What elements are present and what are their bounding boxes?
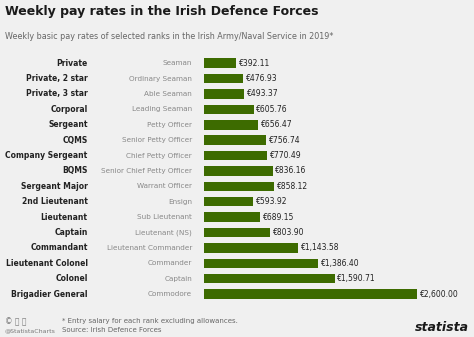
Bar [204, 274, 335, 283]
Text: Lieutenant Colonel: Lieutenant Colonel [6, 259, 88, 268]
Bar [204, 197, 253, 207]
Text: Sub Lieutenant: Sub Lieutenant [137, 214, 192, 220]
Text: €493.37: €493.37 [247, 89, 279, 98]
Text: €803.90: €803.90 [273, 228, 304, 237]
Text: €2,600.00: €2,600.00 [420, 289, 459, 299]
Text: Lieutenant (NS): Lieutenant (NS) [135, 229, 192, 236]
Text: Weekly pay rates in the Irish Defence Forces: Weekly pay rates in the Irish Defence Fo… [5, 5, 318, 18]
Bar [204, 182, 274, 191]
Text: Private: Private [56, 59, 88, 68]
Text: Private, 2 star: Private, 2 star [26, 74, 88, 83]
Text: Lieutenant: Lieutenant [41, 213, 88, 222]
Text: Colonel: Colonel [55, 274, 88, 283]
Text: €656.47: €656.47 [261, 120, 292, 129]
Text: Company Sergeant: Company Sergeant [5, 151, 88, 160]
Text: €836.16: €836.16 [275, 166, 307, 176]
Text: Leading Seaman: Leading Seaman [132, 106, 192, 112]
Text: €593.92: €593.92 [255, 197, 287, 206]
Bar [204, 58, 236, 68]
Bar [204, 120, 258, 129]
Text: statista: statista [415, 321, 469, 334]
Bar [204, 258, 318, 268]
Text: Able Seaman: Able Seaman [144, 91, 192, 97]
Text: €476.93: €476.93 [246, 74, 277, 83]
Text: Weekly basic pay rates of selected ranks in the Irish Army/Naval Service in 2019: Weekly basic pay rates of selected ranks… [5, 32, 333, 41]
Text: CQMS: CQMS [63, 135, 88, 145]
Text: Corporal: Corporal [50, 105, 88, 114]
Text: €756.74: €756.74 [269, 135, 301, 145]
Text: © ⓘ Ⓜ: © ⓘ Ⓜ [5, 317, 26, 326]
Text: €689.15: €689.15 [264, 213, 295, 222]
Text: Senior Chief Petty Officer: Senior Chief Petty Officer [101, 168, 192, 174]
Text: €392.11: €392.11 [239, 59, 270, 68]
Bar [204, 243, 298, 253]
Text: Captain: Captain [55, 228, 88, 237]
Text: Commander: Commander [147, 260, 192, 266]
Bar [204, 228, 270, 237]
Text: Private, 3 star: Private, 3 star [26, 89, 88, 98]
Text: Source: Irish Defence Forces: Source: Irish Defence Forces [62, 327, 161, 333]
Text: Captain: Captain [164, 276, 192, 282]
Bar [204, 135, 266, 145]
Text: Sergeant Major: Sergeant Major [21, 182, 88, 191]
Bar [204, 104, 254, 114]
Text: Commandant: Commandant [30, 243, 88, 252]
Text: Sergeant: Sergeant [48, 120, 88, 129]
Text: 2nd Lieutenant: 2nd Lieutenant [22, 197, 88, 206]
Text: Warrant Officer: Warrant Officer [137, 183, 192, 189]
Bar [204, 89, 245, 99]
Text: €1,143.58: €1,143.58 [301, 243, 339, 252]
Text: @StatistaCharts: @StatistaCharts [5, 329, 55, 333]
Bar [204, 289, 418, 299]
Text: Chief Petty Officer: Chief Petty Officer [126, 153, 192, 158]
Text: €858.12: €858.12 [277, 182, 308, 191]
Bar [204, 74, 243, 83]
Text: Brigadier General: Brigadier General [11, 289, 88, 299]
Text: Lieutenant Commander: Lieutenant Commander [107, 245, 192, 251]
Text: * Entry salary for each rank excluding allowances.: * Entry salary for each rank excluding a… [62, 318, 237, 324]
Text: €1,590.71: €1,590.71 [337, 274, 376, 283]
Bar [204, 212, 260, 222]
Text: €1,386.40: €1,386.40 [320, 259, 359, 268]
Text: Commodore: Commodore [148, 291, 192, 297]
Text: Ordinary Seaman: Ordinary Seaman [129, 75, 192, 82]
Text: BQMS: BQMS [62, 166, 88, 176]
Bar [204, 151, 267, 160]
Text: Petty Officer: Petty Officer [147, 122, 192, 128]
Text: Senior Petty Officer: Senior Petty Officer [122, 137, 192, 143]
Bar [204, 166, 273, 176]
Text: Ensign: Ensign [168, 199, 192, 205]
Text: Seaman: Seaman [163, 60, 192, 66]
Text: €770.49: €770.49 [270, 151, 301, 160]
Text: €605.76: €605.76 [256, 105, 288, 114]
